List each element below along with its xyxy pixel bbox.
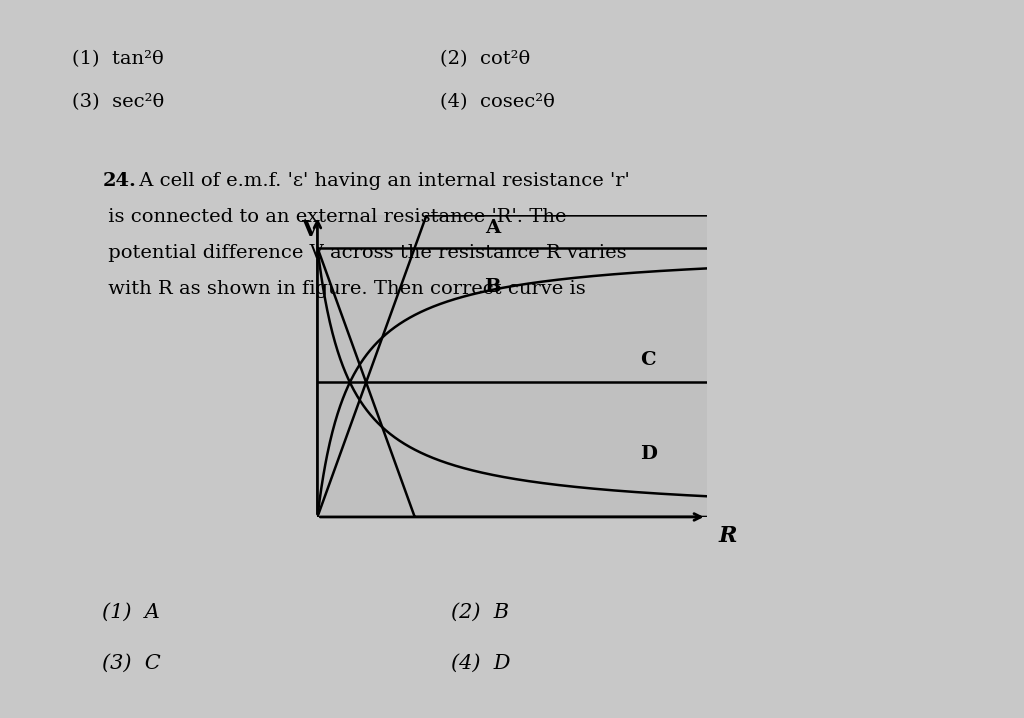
Text: A: A [485,219,500,237]
Text: B: B [484,278,501,297]
Text: (3)  C: (3) C [102,653,161,672]
Text: with R as shown in figure. Then correct curve is: with R as shown in figure. Then correct … [102,280,586,298]
Text: (2)  B: (2) B [451,603,509,622]
Text: (4)  cosec²θ: (4) cosec²θ [440,93,555,111]
Text: potential difference V across the resistance R varies: potential difference V across the resist… [102,244,627,262]
Text: A cell of e.m.f. 'ε' having an internal resistance 'r': A cell of e.m.f. 'ε' having an internal … [133,172,630,190]
Text: (2)  cot²θ: (2) cot²θ [440,50,530,68]
Text: R: R [718,525,736,547]
Text: (3)  sec²θ: (3) sec²θ [72,93,164,111]
Text: is connected to an external resistance 'R'. The: is connected to an external resistance '… [102,208,567,226]
Text: (1)  tan²θ: (1) tan²θ [72,50,164,68]
Text: (1)  A: (1) A [102,603,161,622]
Text: 24.: 24. [102,172,136,190]
Text: (4)  D: (4) D [451,653,510,672]
Text: V: V [301,220,318,241]
Text: C: C [640,351,656,369]
Text: D: D [640,445,656,463]
